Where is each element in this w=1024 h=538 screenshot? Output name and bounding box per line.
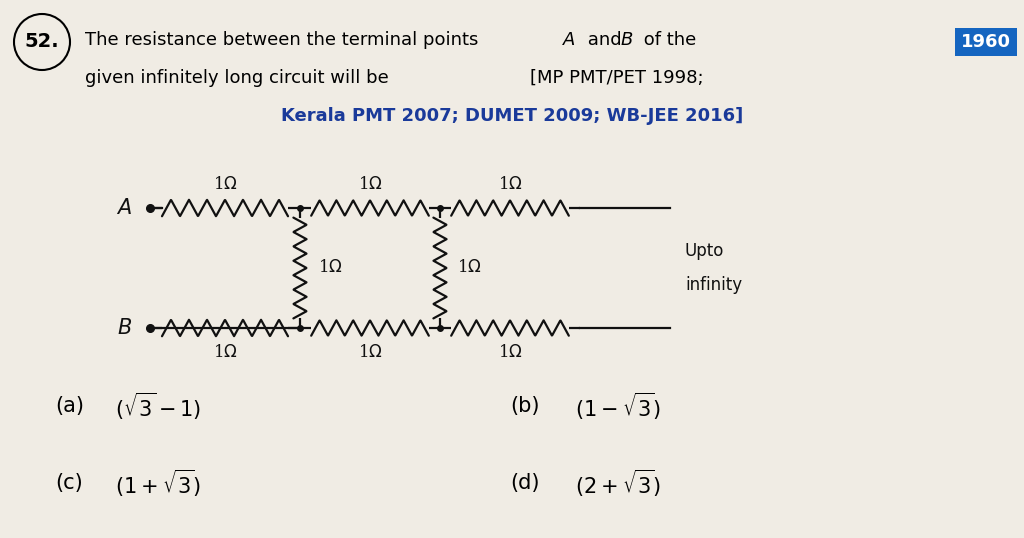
Text: 1$\Omega$: 1$\Omega$ bbox=[498, 176, 522, 193]
Text: (b): (b) bbox=[510, 396, 540, 416]
Text: $(\sqrt{3}-1)$: $(\sqrt{3}-1)$ bbox=[115, 391, 202, 422]
Text: Kerala PMT 2007; DUMET 2009; WB-JEE 2016]: Kerala PMT 2007; DUMET 2009; WB-JEE 2016… bbox=[281, 107, 743, 125]
Text: $(2+\sqrt{3})$: $(2+\sqrt{3})$ bbox=[575, 468, 662, 499]
FancyBboxPatch shape bbox=[955, 28, 1017, 56]
Text: (c): (c) bbox=[55, 473, 83, 493]
Text: (d): (d) bbox=[510, 473, 540, 493]
Text: given infinitely long circuit will be: given infinitely long circuit will be bbox=[85, 69, 389, 87]
Text: [MP PMT/PET 1998;: [MP PMT/PET 1998; bbox=[530, 69, 703, 87]
Text: $(1-\sqrt{3})$: $(1-\sqrt{3})$ bbox=[575, 391, 662, 422]
Text: 1$\Omega$: 1$\Omega$ bbox=[213, 344, 238, 361]
Text: $A$: $A$ bbox=[116, 198, 132, 218]
Text: 1$\Omega$: 1$\Omega$ bbox=[357, 176, 382, 193]
Text: of the: of the bbox=[638, 31, 696, 49]
Text: $B$: $B$ bbox=[620, 31, 633, 49]
Text: Upto: Upto bbox=[685, 242, 724, 260]
Text: 1$\Omega$: 1$\Omega$ bbox=[213, 176, 238, 193]
Text: 1$\Omega$: 1$\Omega$ bbox=[498, 344, 522, 361]
Text: $A$: $A$ bbox=[562, 31, 577, 49]
Text: 1960: 1960 bbox=[961, 33, 1011, 51]
Text: 1$\Omega$: 1$\Omega$ bbox=[457, 259, 481, 277]
Text: infinity: infinity bbox=[685, 276, 742, 294]
Text: $(1+\sqrt{3})$: $(1+\sqrt{3})$ bbox=[115, 468, 202, 499]
Text: 1$\Omega$: 1$\Omega$ bbox=[357, 344, 382, 361]
Text: $B$: $B$ bbox=[117, 318, 132, 338]
Text: and: and bbox=[582, 31, 628, 49]
Text: 1$\Omega$: 1$\Omega$ bbox=[317, 259, 342, 277]
Text: 52.: 52. bbox=[25, 32, 59, 52]
Text: The resistance between the terminal points: The resistance between the terminal poin… bbox=[85, 31, 484, 49]
Text: (a): (a) bbox=[55, 396, 84, 416]
